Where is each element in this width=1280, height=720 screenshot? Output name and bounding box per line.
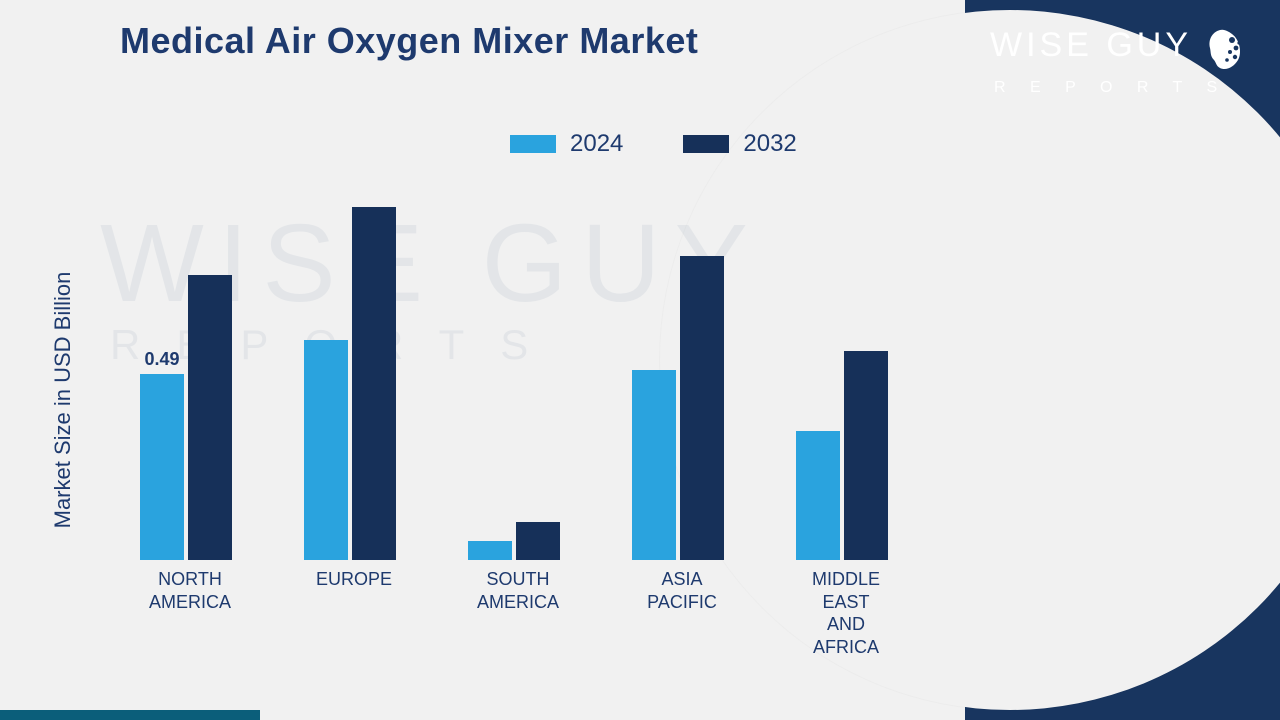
category-label: ASIAPACIFIC: [612, 568, 752, 613]
chart: Market Size in USD Billion 2024 2032 0.4…: [60, 140, 960, 680]
legend-label-2032: 2032: [743, 130, 796, 158]
category-label: NORTHAMERICA: [120, 568, 260, 613]
bar-b: [516, 522, 560, 560]
legend-label-2024: 2024: [570, 130, 623, 158]
chart-title: Medical Air Oxygen Mixer Market: [120, 20, 698, 62]
bar-value-label: 0.49: [144, 349, 179, 370]
chart-canvas: WISE GUY R E P O R T S WISE GUY REPORTS …: [0, 0, 1280, 720]
brand-logo: WISE GUY R E P O R T S: [990, 26, 1250, 97]
bottom-accent-strip: [0, 710, 260, 720]
bar-a: 0.49: [140, 374, 184, 560]
bar-b: [680, 256, 724, 560]
bar-b: [844, 351, 888, 560]
legend-swatch-2032: [683, 135, 729, 153]
brand-line1: WISE GUY: [990, 26, 1192, 65]
legend-item-2024: 2024: [510, 130, 623, 158]
category-label: EUROPE: [284, 568, 424, 591]
brand-head-icon: [1202, 26, 1248, 77]
bar-a: [468, 541, 512, 560]
category-label: MIDDLEEASTANDAFRICA: [776, 568, 916, 658]
legend: 2024 2032: [510, 130, 797, 158]
bar-a: [632, 370, 676, 560]
bar-a: [304, 340, 348, 560]
bar-b: [352, 207, 396, 560]
plot-area: 0.49NORTHAMERICAEUROPESOUTHAMERICAASIAPA…: [130, 180, 950, 560]
bar-b: [188, 275, 232, 560]
bar-a: [796, 431, 840, 560]
legend-item-2032: 2032: [683, 130, 796, 158]
category-label: SOUTHAMERICA: [448, 568, 588, 613]
y-axis-label: Market Size in USD Billion: [50, 272, 76, 529]
brand-line2: R E P O R T S: [990, 79, 1250, 97]
legend-swatch-2024: [510, 135, 556, 153]
